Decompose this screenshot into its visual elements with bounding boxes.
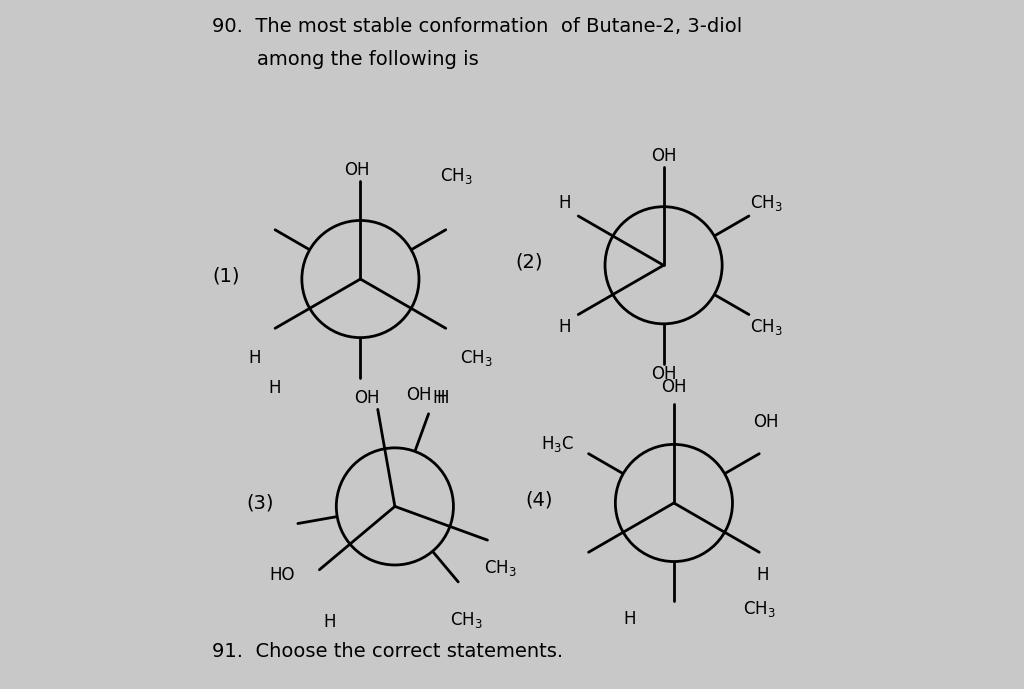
Text: H: H: [623, 610, 635, 628]
Text: H: H: [268, 379, 282, 397]
Text: OH: OH: [407, 386, 432, 404]
Text: H: H: [433, 389, 445, 407]
Text: (3): (3): [247, 493, 274, 513]
Text: H: H: [324, 613, 336, 631]
Text: 90.  The most stable conformation  of Butane-2, 3-diol: 90. The most stable conformation of Buta…: [212, 17, 742, 37]
Text: OH: OH: [753, 413, 778, 431]
Text: HO: HO: [269, 566, 295, 584]
Text: H: H: [248, 349, 260, 367]
Text: CH$_3$: CH$_3$: [450, 610, 482, 630]
Circle shape: [336, 448, 454, 565]
Text: H: H: [558, 318, 570, 336]
Text: OH: OH: [354, 389, 380, 407]
Text: (1): (1): [212, 266, 240, 285]
Text: CH$_3$: CH$_3$: [742, 599, 775, 619]
Text: OH: OH: [662, 378, 687, 396]
Circle shape: [605, 207, 722, 324]
Text: CH$_3$: CH$_3$: [750, 193, 782, 214]
Text: CH$_3$: CH$_3$: [484, 558, 517, 579]
Text: H$_3$C: H$_3$C: [541, 434, 574, 455]
Text: (2): (2): [515, 252, 543, 271]
Text: OH: OH: [344, 161, 370, 179]
Text: OH: OH: [651, 147, 676, 165]
Text: 91.  Choose the correct statements.: 91. Choose the correct statements.: [212, 642, 563, 661]
Text: H: H: [558, 194, 570, 212]
Text: CH$_3$: CH$_3$: [461, 348, 494, 369]
Circle shape: [615, 444, 732, 562]
Text: H: H: [436, 389, 449, 407]
Text: among the following is: among the following is: [257, 50, 479, 69]
Circle shape: [302, 220, 419, 338]
Text: OH: OH: [651, 365, 676, 383]
Text: CH$_3$: CH$_3$: [750, 317, 782, 338]
Text: CH$_3$: CH$_3$: [439, 166, 472, 186]
Text: (4): (4): [525, 490, 553, 509]
Text: H: H: [757, 566, 769, 584]
